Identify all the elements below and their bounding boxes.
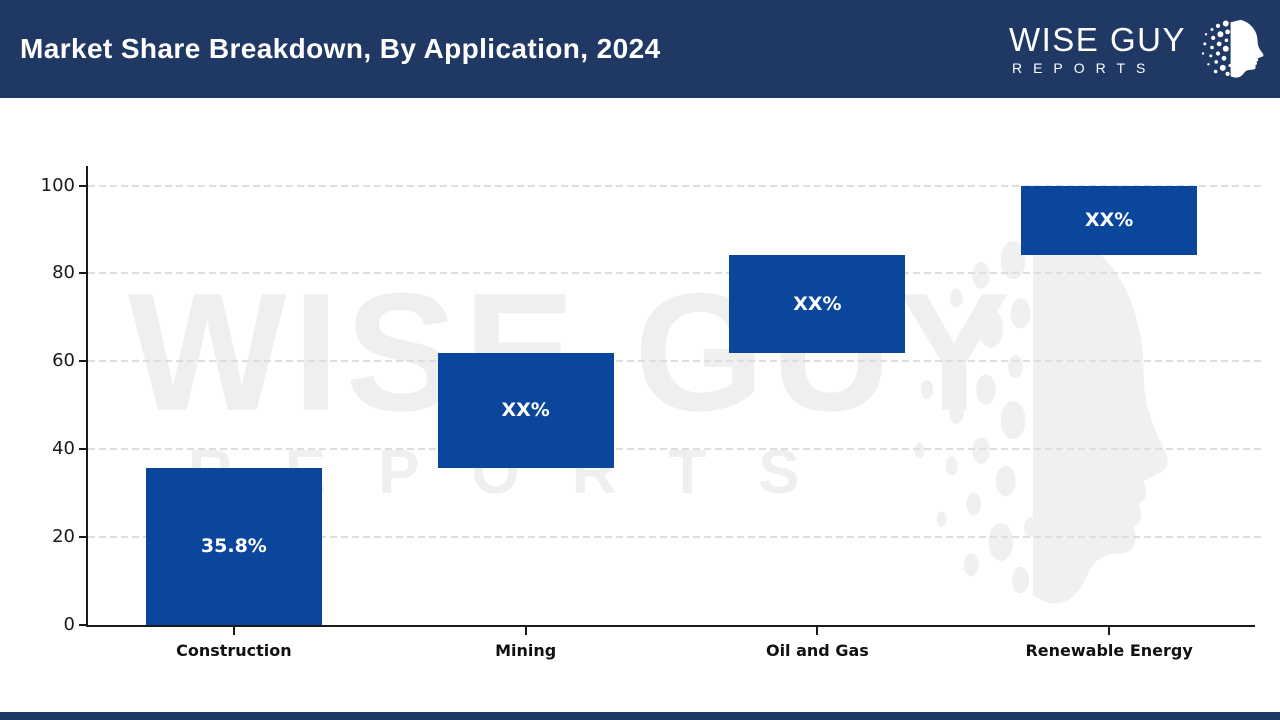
y-axis-line [86,166,88,627]
bar-construction: 35.8% [145,467,322,625]
x-category-label: Mining [495,641,557,660]
y-tick-label: 80 [52,262,75,284]
bar-value-label: XX% [501,399,550,422]
bar-value-label: XX% [1084,209,1134,232]
y-tick-mark [79,624,88,626]
header: Market Share Breakdown, By Application, … [0,0,1280,98]
y-tick-label: 20 [52,526,75,548]
gridline [88,184,1262,187]
bar-oil-and-gas: XX% [729,255,906,353]
y-tick-label: 60 [52,350,75,372]
gridline [88,360,1262,363]
x-tick-mark [232,627,235,635]
y-tick-label: 40 [52,438,75,460]
footer-bar [0,712,1280,720]
plot-area: 0 20 40 60 80 100 35.8% Construction XX% Mining XX… [0,98,1280,712]
y-tick-label: 100 [40,174,75,196]
bar-mining: XX% [437,352,614,468]
x-axis-line [86,625,1255,627]
bar-value-label: XX% [793,292,842,315]
gridline [88,272,1262,275]
x-tick-mark [816,627,819,635]
logo-face-icon [1201,19,1264,78]
logo-line2: REPORTS [1011,59,1157,76]
logo-wordmark: WISE GUY REPORTS [1009,23,1186,76]
gridline [88,448,1262,451]
y-tick-mark [79,536,88,539]
y-tick-mark [79,360,88,363]
bar-value-label: 35.8% [200,535,267,558]
y-tick-mark [79,184,88,187]
page-title: Market Share Breakdown, By Application, … [20,33,661,64]
x-category-label: Construction [176,641,292,660]
y-tick-mark [79,448,88,451]
wise-guy-logo: WISE GUY REPORTS [1009,11,1266,87]
x-tick-mark [1108,627,1111,635]
logo-line1: WISE GUY [1008,20,1186,58]
y-tick-mark [79,272,88,275]
x-category-label: Oil and Gas [765,641,869,660]
gridline [88,536,1262,539]
y-tick-label: 0 [63,614,75,635]
x-tick-mark [524,627,527,635]
x-category-label: Renewable Energy [1025,641,1193,660]
bar-renewable-energy: XX% [1021,185,1198,255]
